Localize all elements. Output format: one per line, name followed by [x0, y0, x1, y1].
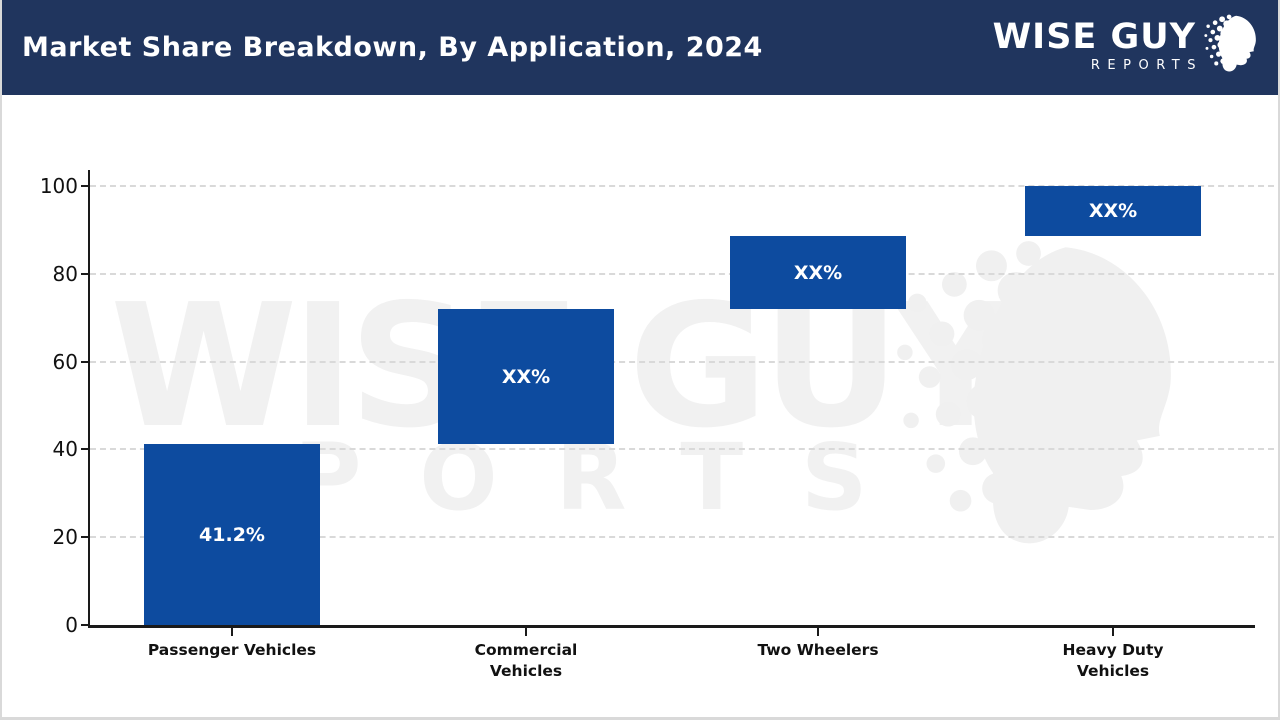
y-tick-mark [81, 360, 90, 363]
x-tick-mark [231, 628, 233, 636]
y-tick-mark [81, 272, 90, 275]
category-label: Two Wheelers [757, 641, 879, 659]
x-axis-line [88, 625, 1255, 628]
logo-subtext: REPORTS [1090, 57, 1203, 73]
y-tick-mark [81, 624, 90, 626]
y-tick-mark [81, 185, 90, 187]
bar-value-label: XX% [793, 261, 843, 284]
bar-segment[interactable]: XX% [730, 236, 906, 309]
logo-wordmark: WISE GUY [992, 16, 1196, 57]
bar-segment[interactable]: XX% [438, 308, 614, 445]
x-tick-mark [1112, 628, 1114, 636]
wiseguy-logo: WISE GUY REPORTS [993, 4, 1264, 88]
y-tick-mark [81, 536, 90, 539]
y-tick-label: 40 [52, 437, 78, 462]
gridline [90, 536, 1274, 539]
category-label: Heavy Duty Vehicles [1062, 641, 1164, 680]
bar-value-label: XX% [1088, 200, 1138, 223]
gridline [90, 272, 1274, 275]
logo-text: WISE GUY REPORTS [992, 16, 1196, 73]
gridline [90, 448, 1274, 451]
logo-head-icon [1200, 4, 1264, 88]
x-tick-mark [525, 628, 527, 636]
category-label: Commercial Vehicles [474, 641, 578, 680]
y-tick-label: 60 [52, 349, 78, 374]
y-tick-mark [81, 448, 90, 451]
category-label: Passenger Vehicles [147, 641, 317, 659]
gridline [90, 185, 1274, 187]
y-axis-line [88, 170, 90, 628]
x-tick-mark [817, 628, 819, 636]
bar-value-label: 41.2% [199, 523, 265, 546]
y-tick-label: 80 [52, 261, 78, 286]
gridline [90, 360, 1274, 363]
bar-value-label: XX% [501, 365, 551, 388]
header-bar: Market Share Breakdown, By Application, … [2, 0, 1278, 95]
chart-title: Market Share Breakdown, By Application, … [22, 32, 763, 63]
y-tick-label: 100 [39, 174, 78, 198]
y-tick-label: 0 [65, 613, 78, 637]
bar-segment[interactable]: 41.2% [144, 444, 320, 625]
bar-segment[interactable]: XX% [1025, 186, 1201, 237]
y-tick-label: 20 [52, 525, 78, 550]
